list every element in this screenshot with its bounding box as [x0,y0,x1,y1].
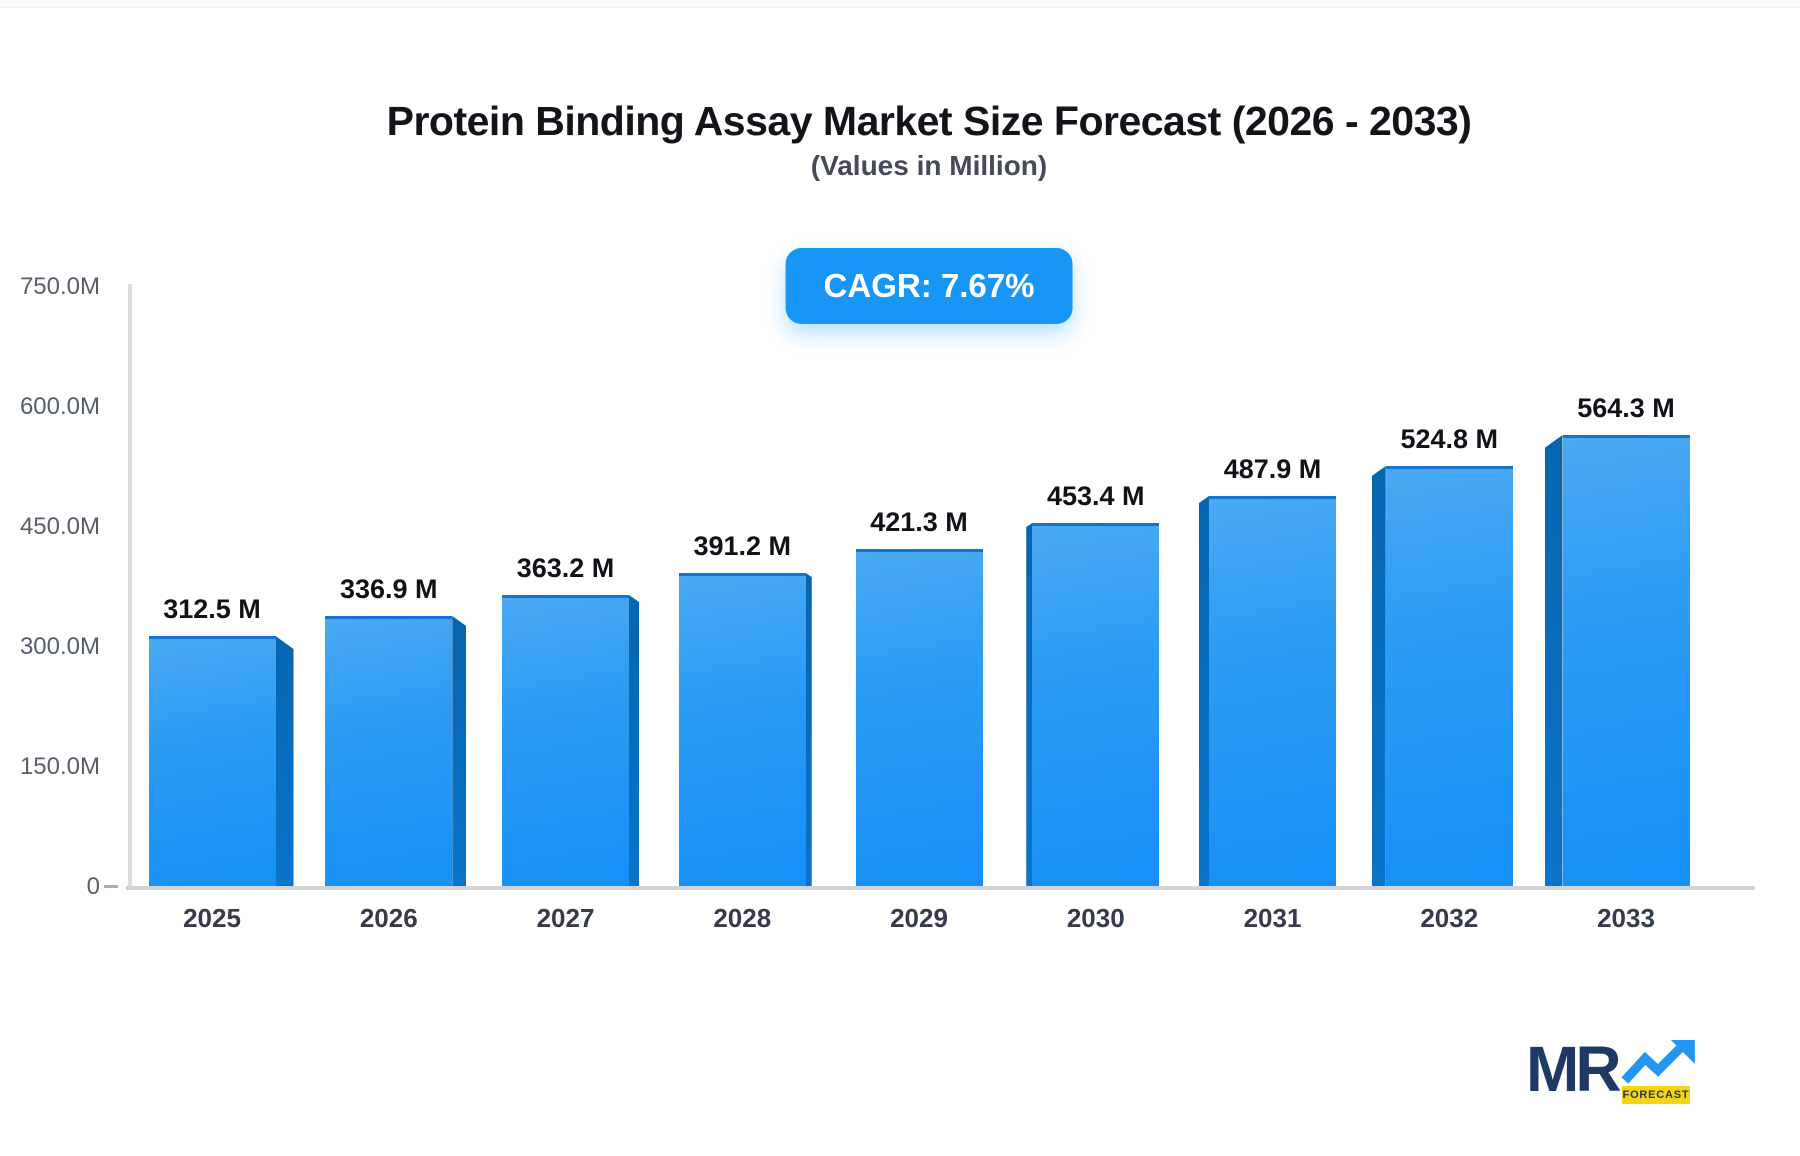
cagr-badge: CAGR: 7.67% [785,248,1073,324]
bar-value-label-2031: 487.9 M [1223,454,1322,484]
bar-value-label-2029: 421.3 M [870,507,968,537]
x-tick-label-2028: 2028 [713,903,772,933]
bar-value-label-2033: 564.3 M [1577,393,1675,423]
x-tick-label-2026: 2026 [359,903,418,933]
bar-2025[interactable] [148,636,294,886]
x-tick-label-2027: 2027 [536,903,595,933]
window-top-edge [0,0,1800,8]
bar-2030[interactable] [1026,523,1160,886]
bar-value-label-2028: 391.2 M [693,531,792,561]
chart-subtitle: (Values in Million) [810,150,1048,181]
bar-side-2030 [1026,523,1033,886]
bar-face-2026 [325,616,453,886]
logo-forecast-label: FORECAST [1622,1086,1690,1104]
bar-value-label-2030: 453.4 M [1046,481,1145,511]
bar-side-2032 [1371,466,1386,886]
bar-face-2028 [678,573,806,886]
bar-2031[interactable] [1199,496,1336,886]
x-tick-label-2031: 2031 [1243,903,1302,933]
y-tick-label-750.0M: 750.0M [19,273,100,300]
x-tick-label-2032: 2032 [1420,903,1479,933]
logo-mr-text: MR [1526,1033,1622,1105]
bar-face-2031 [1209,496,1336,886]
trend-up-arrow-icon [1620,1040,1696,1091]
bar-side-2028 [805,573,812,886]
x-tick-label-2025: 2025 [183,903,241,933]
mr-forecast-logo: MR FORECAST [1526,1033,1710,1112]
bar-side-2033 [1544,435,1563,886]
bar-side-2027 [629,595,639,886]
x-tick-label-2033: 2033 [1597,903,1655,933]
y-tick-label-0: 0 [86,873,100,900]
bar-face-2030 [1032,523,1160,886]
bar-side-2026 [452,616,467,886]
x-tick-label-2030: 2030 [1066,903,1125,933]
bar-value-label-2026: 336.9 M [339,574,438,604]
bar-2029[interactable] [855,549,983,886]
bar-value-label-2027: 363.2 M [516,553,615,583]
bar-face-2025 [148,636,276,886]
bar-2028[interactable] [678,573,812,886]
y-tick-label-150.0M: 150.0M [19,753,100,780]
zero-tick-dash [104,885,118,888]
bar-side-2031 [1199,496,1209,886]
x-tick-label-2029: 2029 [890,903,948,933]
bar-value-label-2032: 524.8 M [1400,424,1499,454]
bar-2033[interactable] [1544,435,1690,886]
bar-face-2032 [1385,466,1513,886]
bar-value-label-2025: 312.5 M [163,594,261,624]
bar-face-2027 [502,595,629,886]
y-tick-label-300.0M: 300.0M [19,633,100,660]
x-axis-baseline [126,886,1755,890]
bar-face-2029 [855,549,983,886]
y-tick-label-600.0M: 600.0M [19,393,100,420]
bar-face-2033 [1562,435,1690,886]
y-tick-label-450.0M: 450.0M [19,513,100,540]
y-axis-line [128,284,132,890]
bar-2026[interactable] [325,616,467,886]
bar-2032[interactable] [1371,466,1513,886]
bar-2027[interactable] [502,595,639,886]
bar-side-2025 [275,636,294,886]
chart-title: Protein Binding Assay Market Size Foreca… [386,98,1472,144]
